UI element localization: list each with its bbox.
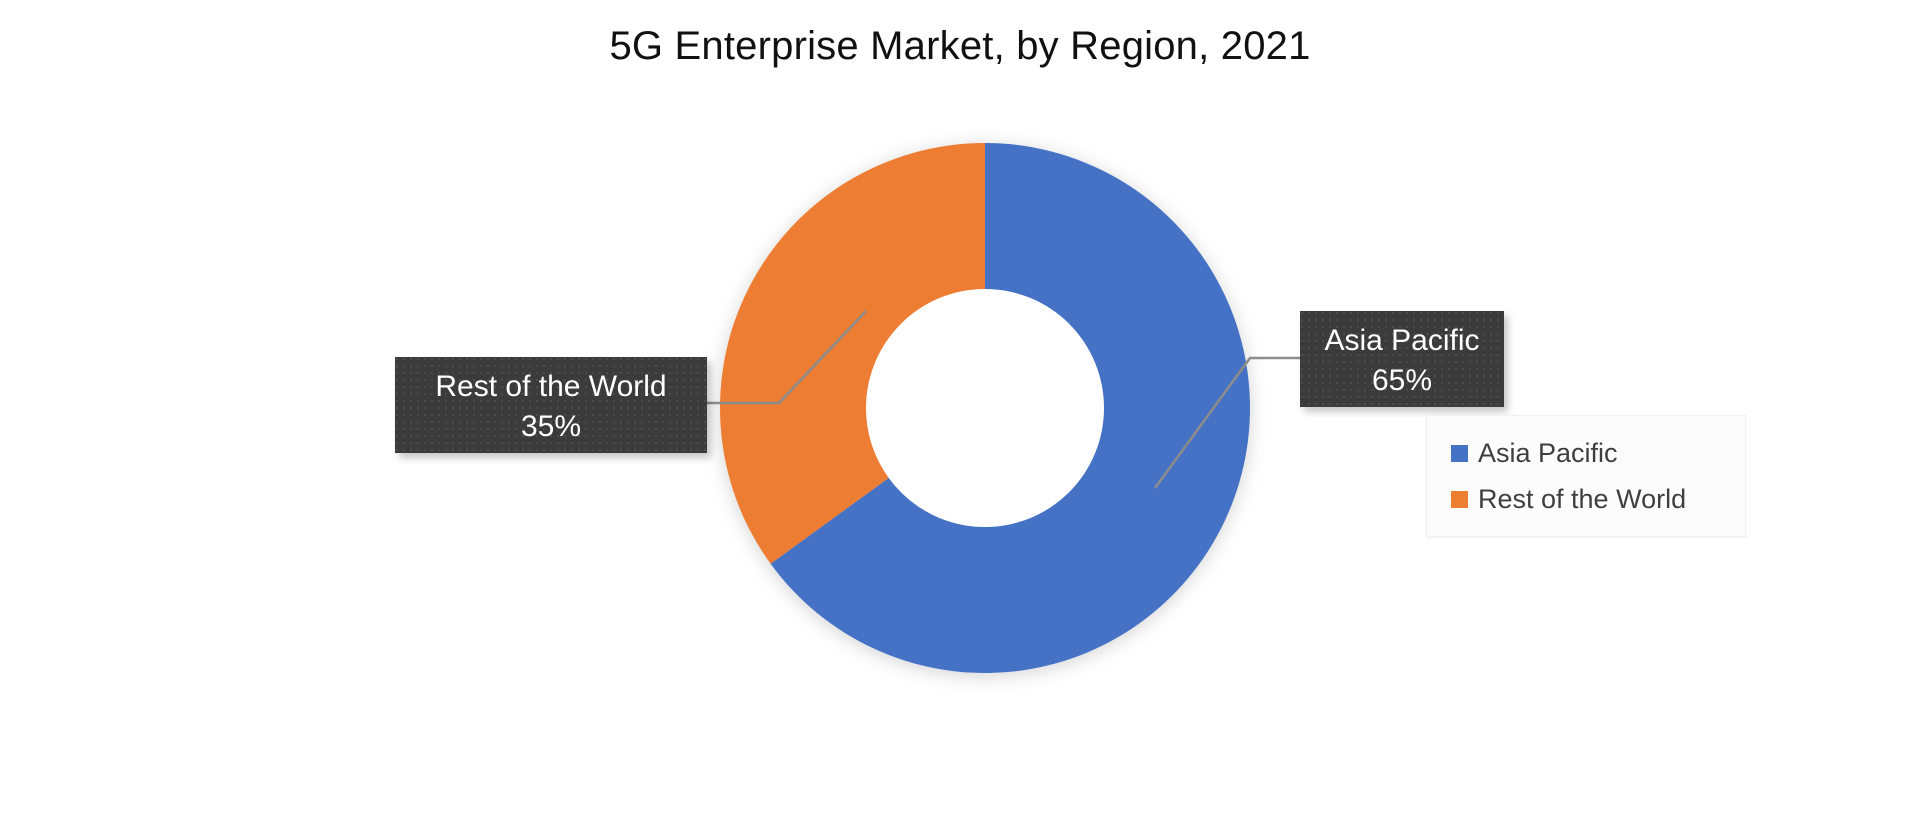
legend-label-rest-of-the-world: Rest of the World bbox=[1478, 484, 1687, 514]
donut-hole bbox=[866, 289, 1104, 527]
data-label-rest-of-the-world: Rest of the World 35% bbox=[395, 357, 707, 453]
donut-svg bbox=[720, 143, 1251, 673]
data-label-asia-pacific-name: Asia Pacific bbox=[1324, 324, 1480, 357]
data-label-rest-of-the-world-name: Rest of the World bbox=[435, 370, 667, 403]
legend-item-rest-of-the-world[interactable]: Rest of the World bbox=[1451, 476, 1745, 522]
chart-legend: Asia Pacific Rest of the World bbox=[1426, 415, 1746, 537]
legend-item-asia-pacific[interactable]: Asia Pacific bbox=[1451, 430, 1745, 476]
donut-plot-area bbox=[700, 123, 1270, 693]
legend-swatch-icon-asia-pacific bbox=[1451, 444, 1468, 462]
legend-label-asia-pacific: Asia Pacific bbox=[1478, 438, 1618, 468]
data-label-rest-of-the-world-value: 35% bbox=[520, 410, 582, 443]
data-label-asia-pacific-value: 65% bbox=[1371, 364, 1433, 397]
chart-title: 5G Enterprise Market, by Region, 2021 bbox=[609, 24, 1311, 68]
legend-swatch-icon-rest-of-the-world bbox=[1451, 490, 1468, 508]
data-label-asia-pacific: Asia Pacific 65% bbox=[1300, 311, 1504, 407]
